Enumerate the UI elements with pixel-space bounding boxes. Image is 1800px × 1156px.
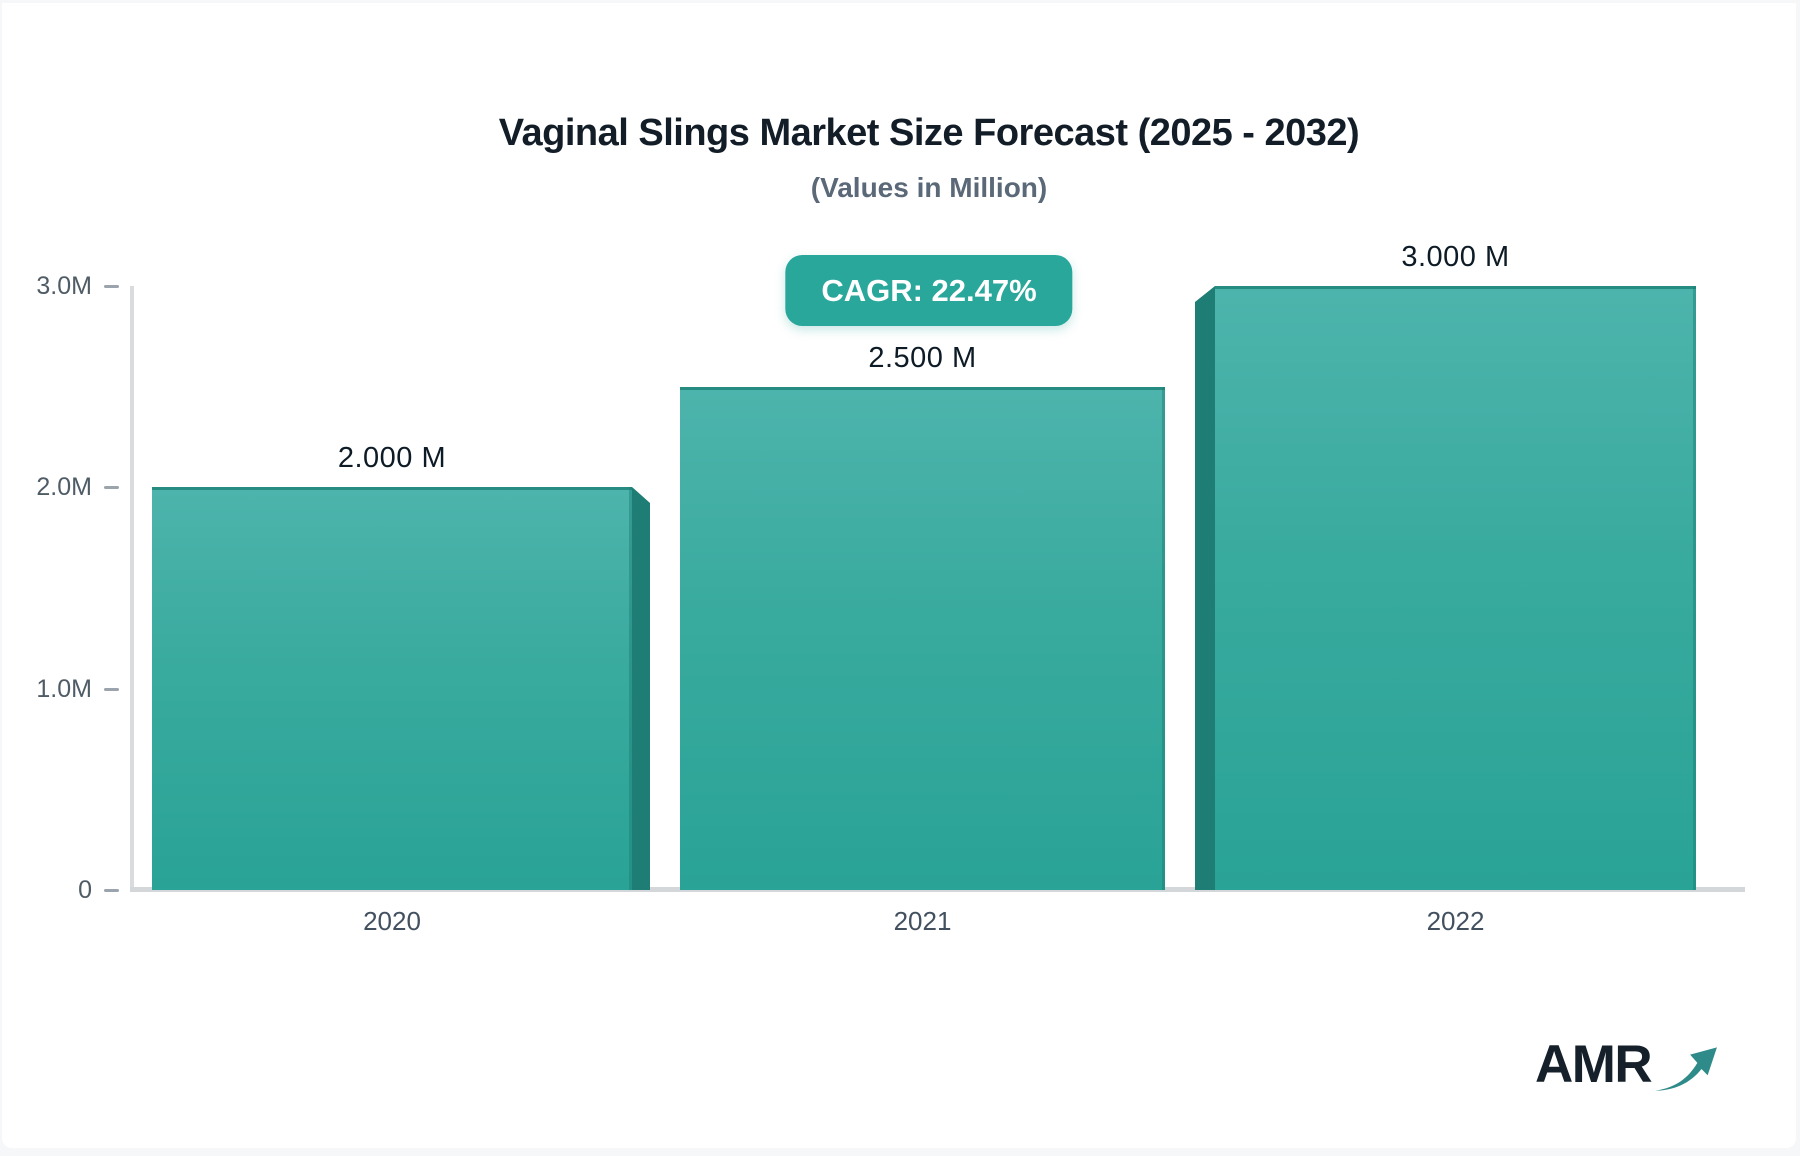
y-axis-tick-label: 3.0M (36, 272, 92, 300)
x-axis-category-label: 2020 (363, 906, 421, 936)
cagr-badge: CAGR: 22.47% (785, 255, 1073, 326)
x-axis-category-label: 2021 (893, 906, 952, 936)
bar-3d-side (1195, 286, 1215, 890)
bar-value-label: 3.000 M (1401, 241, 1510, 273)
y-axis-tick-mark (104, 285, 119, 288)
bar-2022 (1195, 286, 1696, 890)
y-axis-tick-mark (104, 486, 119, 490)
y-axis-line (130, 286, 134, 890)
x-axis-category-label: 2022 (1426, 906, 1485, 936)
bar-value-label: 2.500 M (868, 342, 977, 374)
y-axis-tick-label: 1.0M (36, 674, 92, 703)
bar-2021 (680, 387, 1165, 890)
bar-face (1215, 286, 1696, 890)
chart-card: Vaginal Slings Market Size Forecast (202… (2, 3, 1796, 1148)
bar-3d-side (632, 487, 650, 890)
y-axis-tick-mark (104, 687, 119, 691)
bar-face (152, 487, 632, 890)
y-axis-tick-label: 2.0M (36, 473, 92, 502)
y-axis-tick-label: 0 (78, 876, 92, 904)
amr-logo-text: AMR (1535, 1035, 1653, 1094)
trend-up-arrow-icon (1655, 1047, 1718, 1091)
bar-2020 (152, 487, 650, 890)
chart-subtitle: (Values in Million) (810, 172, 1048, 203)
amr-logo: AMR (1535, 1035, 1719, 1095)
chart-title: Vaginal Slings Market Size Forecast (202… (498, 112, 1360, 154)
bar-value-label: 2.000 M (337, 442, 447, 474)
y-axis-tick-mark (104, 889, 119, 892)
bar-face (680, 387, 1165, 890)
